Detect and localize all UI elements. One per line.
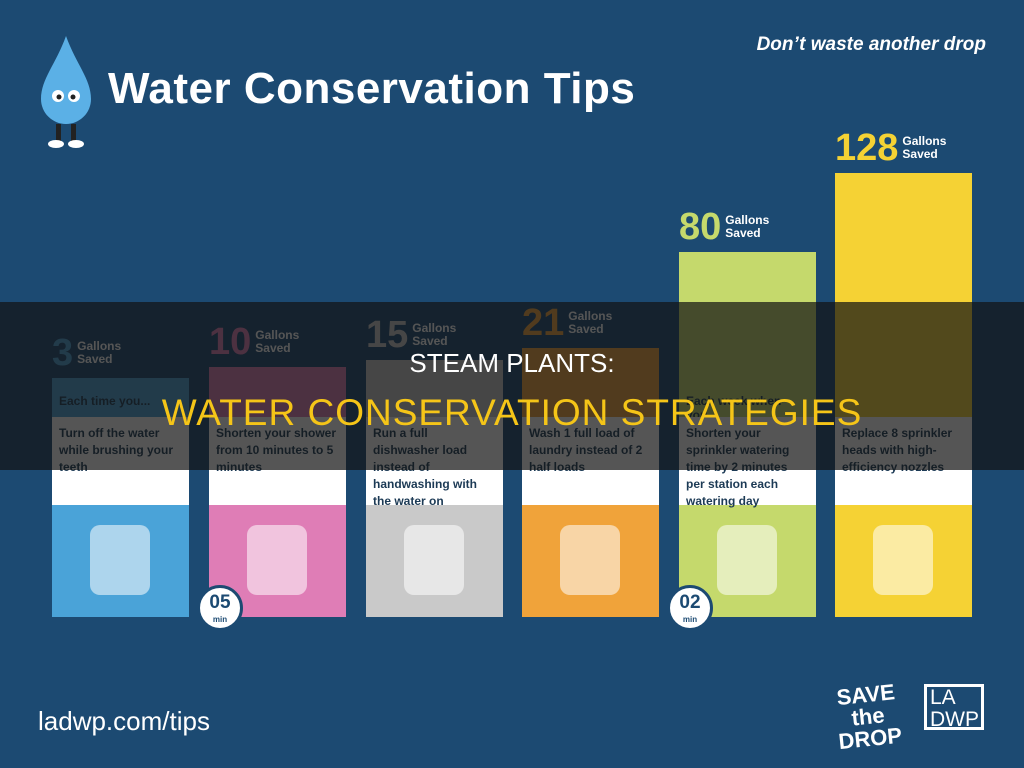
title: Water Conservation Tips bbox=[108, 64, 636, 113]
unit: Gallons Saved bbox=[725, 213, 770, 240]
tagline: Don’t waste another drop bbox=[756, 34, 986, 55]
illustration bbox=[247, 525, 307, 595]
logo: LA DWP bbox=[924, 684, 984, 731]
footer-url: ladwp.com/tips bbox=[38, 706, 210, 736]
banner-line: STEAM PLANTS: bbox=[409, 348, 615, 378]
timer-unit: min bbox=[212, 615, 228, 624]
illustration bbox=[404, 525, 464, 595]
value: 128 bbox=[835, 127, 899, 169]
logo: SAVE the DROP bbox=[835, 679, 904, 755]
mascot bbox=[41, 36, 91, 148]
illustration bbox=[560, 525, 620, 595]
value-label: 128 Gallons Saved bbox=[835, 129, 952, 167]
illustration bbox=[873, 525, 933, 595]
illustration bbox=[90, 525, 150, 595]
illustration bbox=[717, 525, 777, 595]
banner bbox=[0, 302, 1024, 470]
banner-line: WATER CONSERVATION STRATEGIES bbox=[161, 392, 863, 433]
timer-unit: min bbox=[682, 615, 698, 624]
value: 80 bbox=[679, 206, 722, 248]
timer-value: 05 bbox=[209, 592, 231, 613]
timer: 05 min bbox=[197, 585, 243, 631]
timer: 02 min bbox=[667, 585, 713, 631]
value-label: 80 Gallons Saved bbox=[679, 208, 775, 246]
unit: Gallons Saved bbox=[902, 134, 947, 161]
timer-value: 02 bbox=[679, 592, 701, 613]
